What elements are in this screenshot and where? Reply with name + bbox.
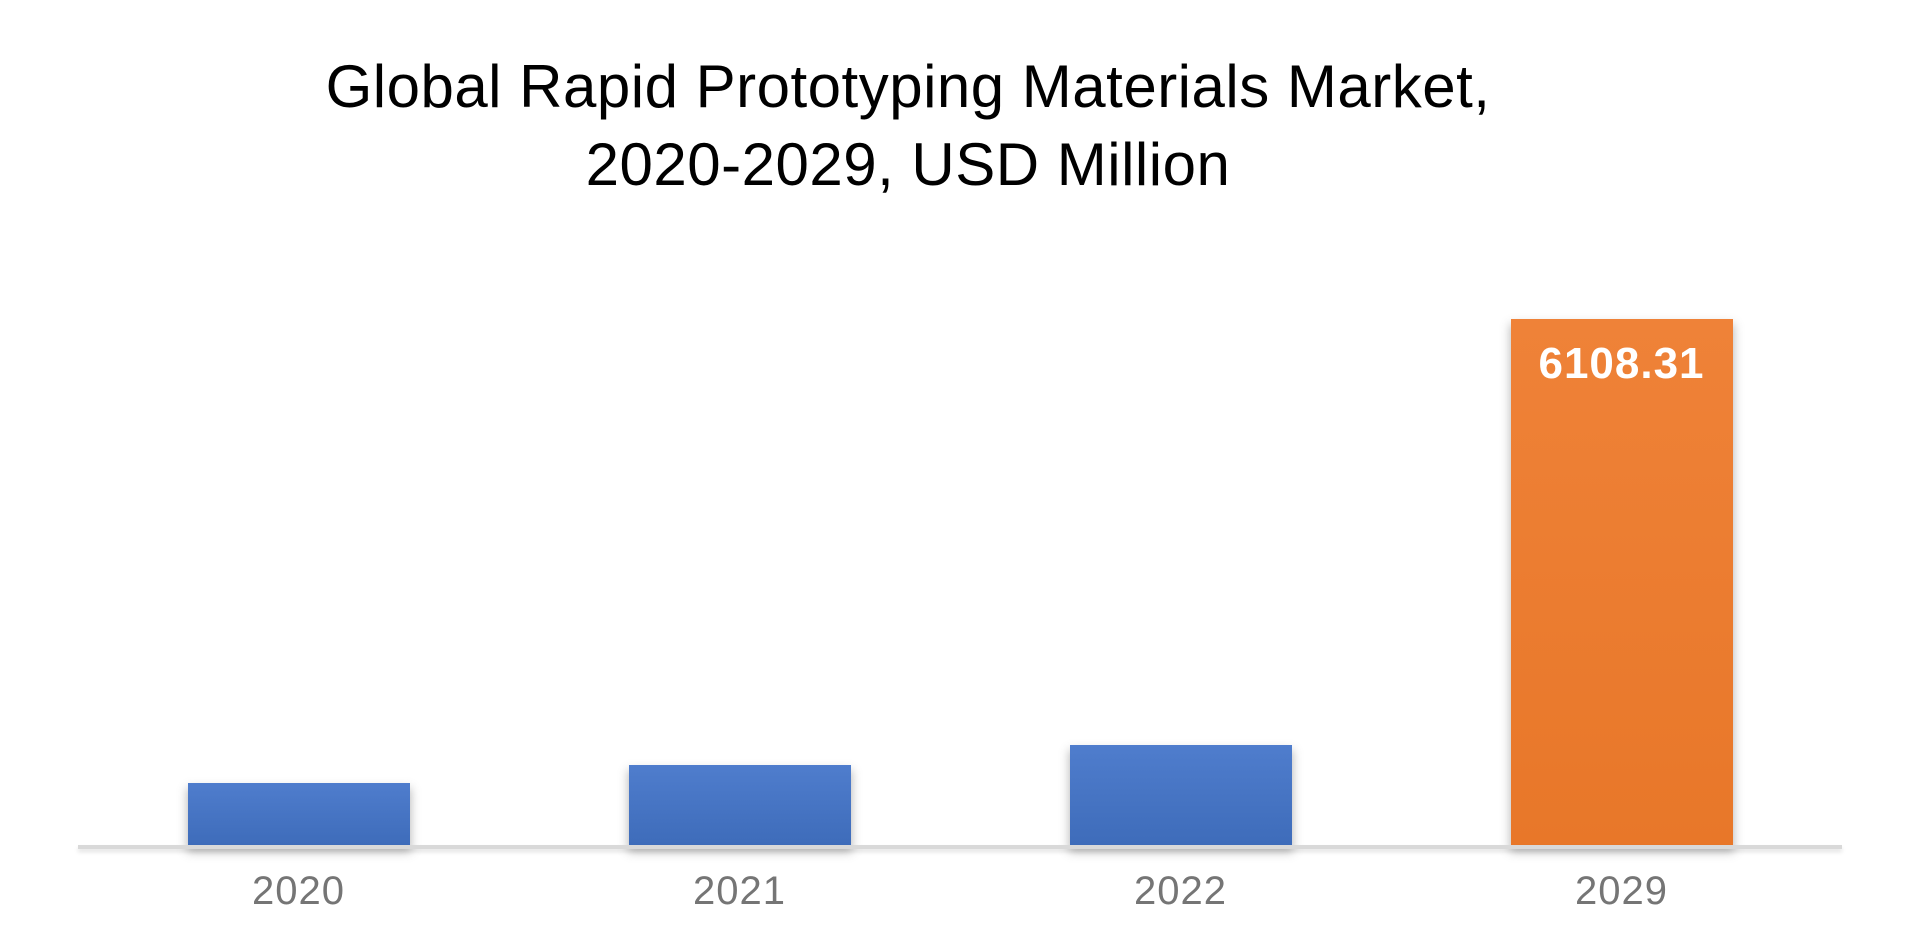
chart-title-line-2: 2020-2029, USD Million bbox=[585, 131, 1231, 198]
bars-row: 6108.31 bbox=[78, 242, 1842, 845]
bar-2022 bbox=[1069, 745, 1292, 845]
x-axis-tick-label: 2020 bbox=[252, 869, 345, 913]
tick-row: 2020 2021 2022 2029 bbox=[78, 868, 1842, 914]
bar-slot bbox=[78, 242, 519, 845]
chart-title-line-1: Global Rapid Prototyping Materials Marke… bbox=[325, 53, 1491, 120]
bar-slot bbox=[519, 242, 960, 845]
bar-2021 bbox=[628, 764, 851, 845]
bar-value-label: 6108.31 bbox=[1538, 338, 1705, 388]
bar-2020 bbox=[187, 783, 410, 845]
bar-slot: 6108.31 bbox=[1401, 242, 1842, 845]
bar-slot bbox=[960, 242, 1401, 845]
chart-title: Global Rapid Prototyping Materials Marke… bbox=[326, 48, 1491, 204]
x-axis-tick-label: 2022 bbox=[1134, 869, 1227, 913]
bar-2029: 6108.31 bbox=[1510, 318, 1733, 845]
x-axis-tick-label: 2029 bbox=[1575, 869, 1668, 913]
x-axis-tick-label: 2021 bbox=[693, 869, 786, 913]
x-axis-line bbox=[78, 845, 1842, 849]
